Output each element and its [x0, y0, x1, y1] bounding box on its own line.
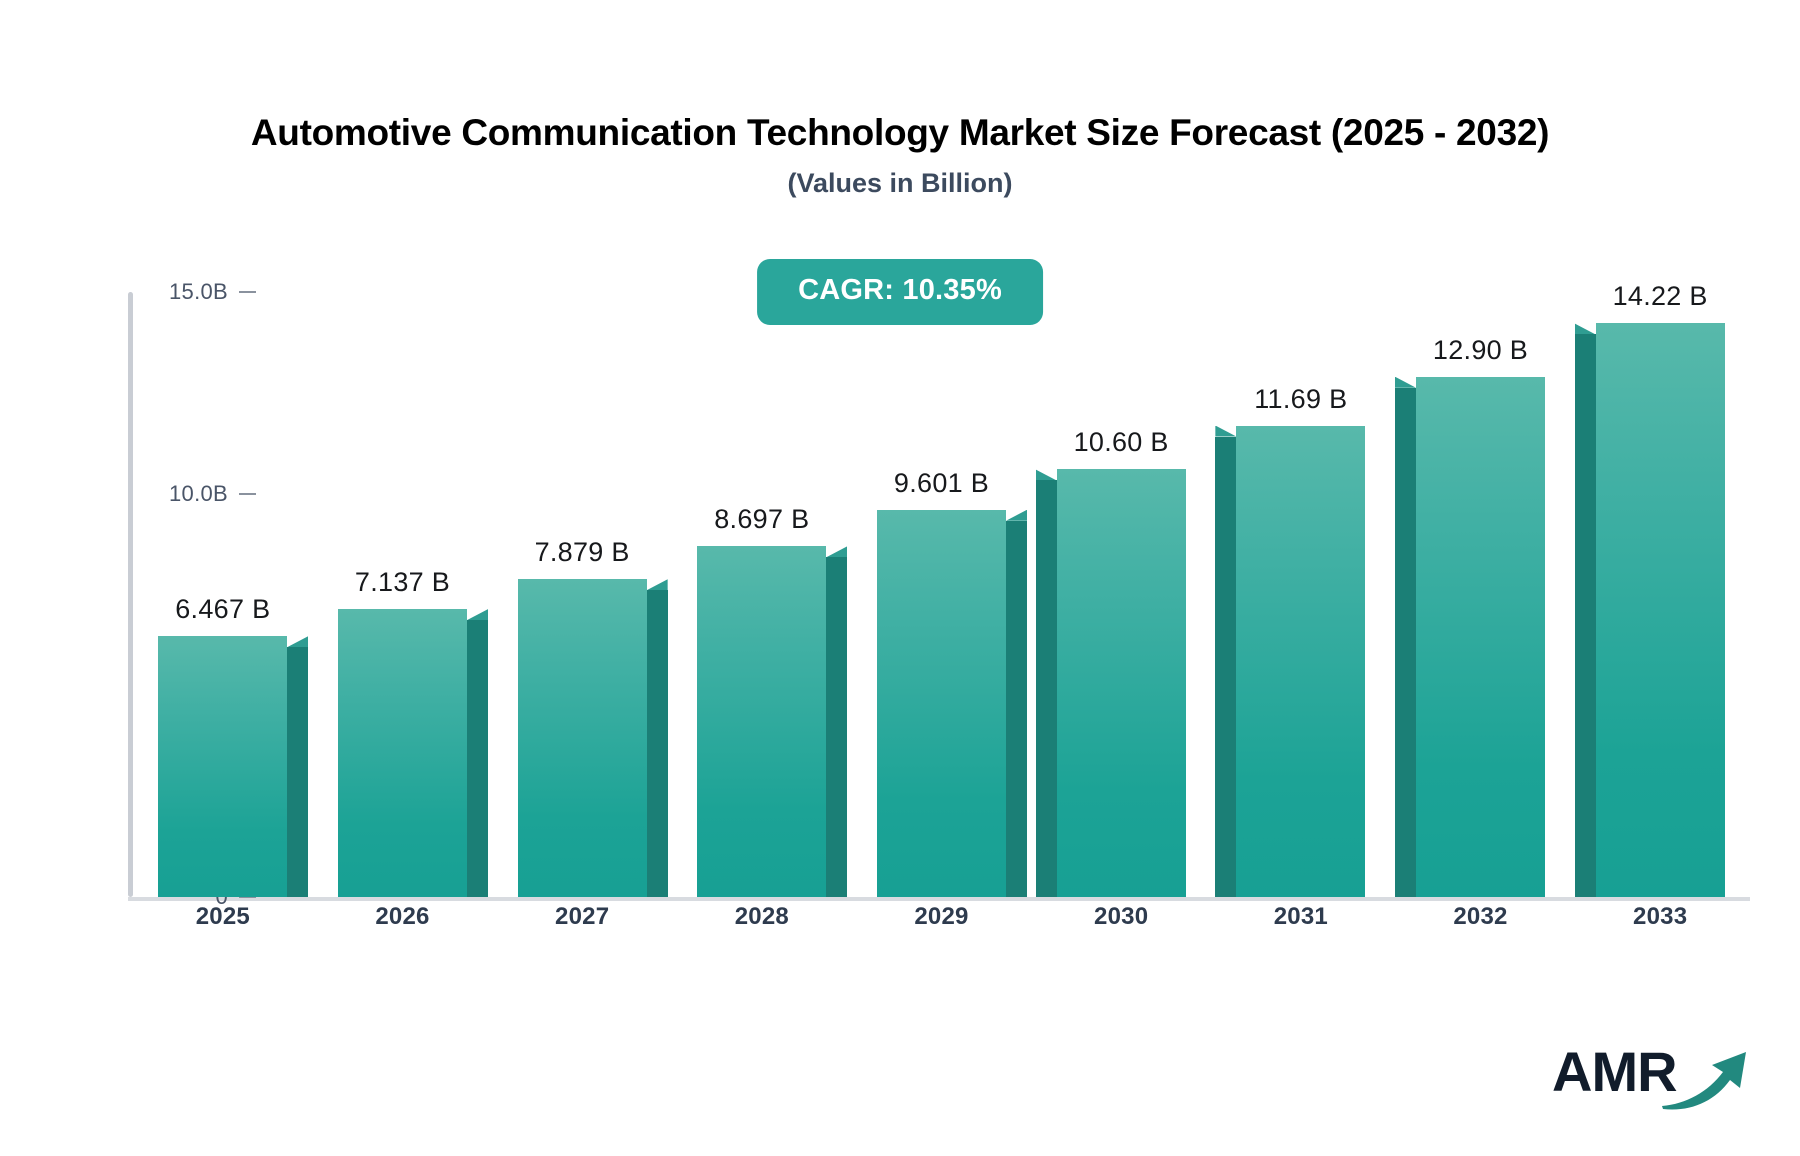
bar-side-face	[1035, 480, 1057, 897]
bar-column[interactable]: 12.90 B	[1395, 292, 1545, 897]
bar-column[interactable]: 10.60 B	[1035, 292, 1186, 897]
bar-front-face	[1416, 376, 1545, 897]
bar-side-face	[287, 647, 309, 897]
bar-column[interactable]: 7.879 B	[517, 292, 668, 897]
x-axis-label: 2032	[1453, 903, 1508, 930]
x-axis-label: 2026	[375, 903, 430, 930]
chart-subtitle: (Values in Billion)	[787, 168, 1013, 198]
y-axis-tick-mark	[239, 492, 256, 495]
bar-value-label: 6.467 B	[175, 594, 271, 625]
bar-top-bevel	[826, 546, 848, 558]
bar[interactable]: 7.137 B	[338, 567, 488, 897]
y-axis-line	[128, 292, 133, 897]
bar-front-face	[338, 609, 467, 897]
bar-side-face	[467, 620, 488, 897]
bar-value-label: 10.60 B	[1073, 427, 1169, 458]
bar[interactable]: 12.90 B	[1395, 335, 1545, 897]
bar-front-face	[1595, 323, 1725, 897]
x-axis-label: 2030	[1094, 903, 1149, 930]
bar-value-label: 9.601 B	[893, 467, 990, 498]
y-axis-tick-mark	[239, 896, 256, 898]
bar-side-face	[646, 590, 668, 897]
x-axis-label: 2031	[1273, 903, 1328, 930]
bar-front-face	[1056, 469, 1186, 897]
bar[interactable]: 8.697 B	[697, 504, 848, 897]
bar-front-face	[158, 636, 288, 897]
x-axis-label: 2028	[734, 903, 789, 930]
bar-side-face	[826, 557, 848, 897]
amr-logo: AMR	[1552, 1040, 1752, 1118]
bar-front-face	[877, 509, 1006, 897]
bar-value-label: 8.697 B	[714, 504, 810, 535]
chart-title: Automotive Communication Technology Mark…	[250, 112, 1550, 153]
x-axis-labels: 2025 2026 2027 2028 2029 2030 2031 2032 2033	[133, 903, 1750, 943]
bar-top-bevel	[467, 609, 488, 621]
bar-front-face	[1236, 425, 1366, 897]
bar-top-bevel	[1035, 469, 1057, 481]
x-axis-line	[128, 897, 1750, 901]
bar-column[interactable]: 14.22 B	[1574, 281, 1725, 897]
bar-column[interactable]: 6.467 B	[158, 292, 309, 897]
bar-value-label: 12.90 B	[1432, 334, 1529, 365]
bar-top-bevel	[1574, 323, 1596, 335]
bar-value-label: 14.22 B	[1612, 281, 1708, 312]
bar-top-bevel	[1395, 376, 1416, 388]
bar-front-face	[517, 579, 647, 897]
x-axis-label: 2029	[914, 903, 969, 930]
bar-side-face	[1395, 387, 1416, 897]
cagr-badge: CAGR: 10.35%	[757, 259, 1043, 325]
logo-text: AMR	[1552, 1040, 1678, 1103]
bar-value-label: 11.69 B	[1254, 383, 1348, 414]
bar-column[interactable]: 11.69 B	[1215, 292, 1366, 897]
rising-arrow-icon	[1662, 1052, 1746, 1110]
bar-value-label: 7.137 B	[354, 567, 451, 598]
bar-value-label: 7.879 B	[534, 537, 630, 568]
bar-column[interactable]: 8.697 B	[697, 292, 848, 897]
bar[interactable]: 9.601 B	[877, 468, 1027, 897]
bar-side-face	[1215, 436, 1237, 897]
bar-top-bevel	[1215, 425, 1237, 437]
x-axis-label: 2027	[555, 903, 610, 930]
bar[interactable]: 6.467 B	[158, 594, 309, 897]
bar-column[interactable]: 9.601 B	[877, 292, 1027, 897]
bar-front-face	[697, 546, 827, 897]
bar-side-face	[1574, 334, 1596, 897]
bar[interactable]: 11.69 B	[1215, 384, 1366, 897]
bar-top-bevel	[1006, 509, 1027, 521]
bar-top-bevel	[646, 579, 668, 591]
x-axis-label: 2033	[1633, 903, 1688, 930]
bar-side-face	[1006, 520, 1027, 897]
x-axis-label: 2025	[195, 903, 250, 930]
bar[interactable]: 14.22 B	[1574, 281, 1725, 897]
bar-top-bevel	[287, 636, 309, 648]
bar[interactable]: 10.60 B	[1035, 427, 1186, 897]
bar-series: 6.467 B 7.137 B 7.879 B 8.697 B 9.601 B 10.60…	[133, 281, 1750, 897]
bar-column[interactable]: 7.137 B	[338, 292, 488, 897]
y-axis-tick-mark	[239, 291, 256, 293]
bar[interactable]: 7.879 B	[517, 537, 668, 897]
